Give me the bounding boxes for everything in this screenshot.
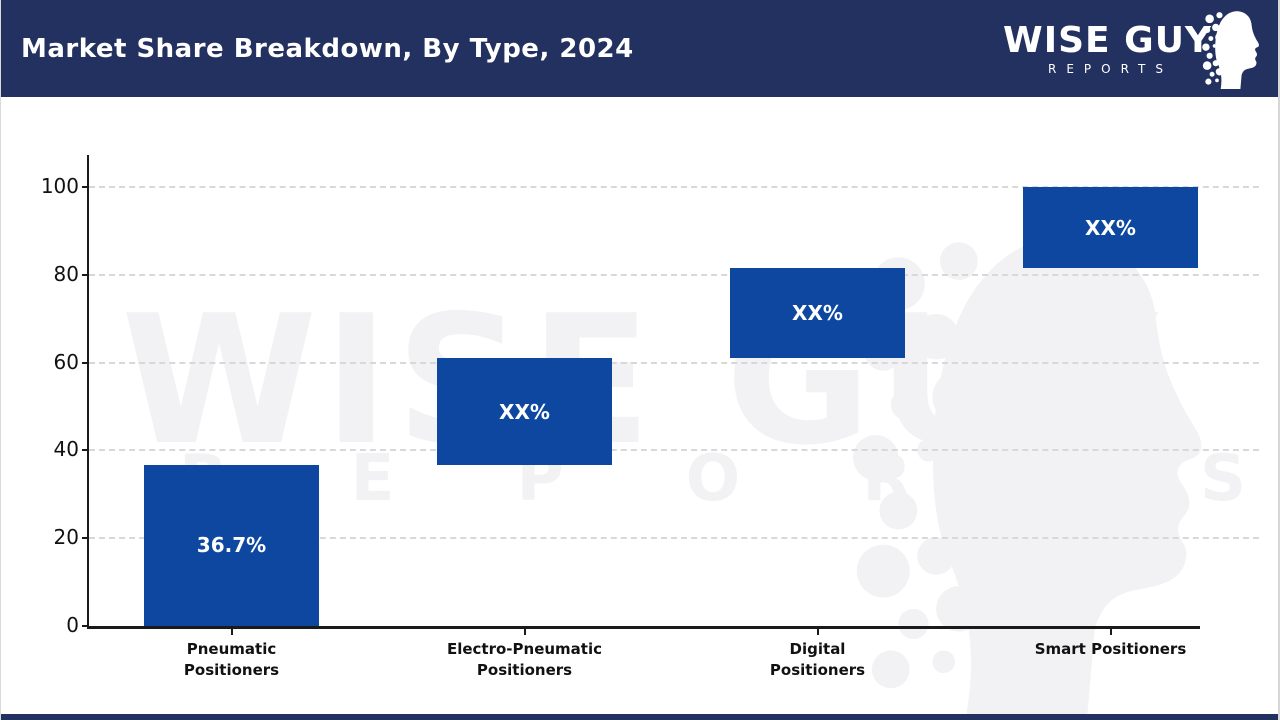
x-tick-mark [523,628,526,635]
x-category-label: Digital Positioners [708,639,928,681]
y-tick-label: 80 [53,261,79,286]
x-category-line: Digital [789,640,846,658]
brand-subname: REPORTS [1047,61,1173,76]
bar-value-label: XX% [499,399,550,424]
x-category-line: Smart Positioners [1034,640,1187,658]
gridline-20 [89,537,1259,540]
page-title: Market Share Breakdown, By Type, 2024 [21,33,634,64]
bar-value-label: XX% [1085,215,1136,240]
x-category-line: Positioners [183,661,280,679]
x-category-label: Pneumatic Positioners [122,639,342,681]
y-tick-label: 100 [40,174,79,198]
x-category-line: Positioners [476,661,573,679]
gridline-100 [89,186,1259,188]
bar-segment: XX% [730,268,905,359]
y-tick-label: 60 [53,349,79,374]
y-tick-mark [82,537,89,540]
x-tick-mark [230,628,233,635]
x-category-line: Positioners [769,661,866,679]
dotted-head-icon [1202,10,1259,89]
x-tick-mark [816,628,819,635]
x-category-line: Electro-Pneumatic [446,640,603,658]
x-axis [87,626,1200,629]
y-axis [87,155,89,628]
x-tick-mark [1109,628,1112,635]
footer-bar [1,714,1278,720]
x-category-line: Pneumatic [186,640,277,658]
bar-segment: XX% [437,358,612,465]
gridline-40 [89,449,1259,452]
gridline-80 [89,273,1259,276]
chart-canvas: WISE GUY R E P O R T S 0 20 40 60 80 100 36.7%… [1,97,1279,715]
y-tick-mark [82,273,89,276]
header-bar: Market Share Breakdown, By Type, 2024 WI… [1,0,1278,97]
y-tick-mark [82,361,89,364]
bar-segment: XX% [1023,187,1198,269]
brand-logo: WISE GUY REPORTS [1003,9,1264,89]
bar-value-label: XX% [792,301,843,326]
brand-name: WISE GUY [1002,19,1212,61]
y-tick-mark [82,186,89,188]
y-tick-mark [82,449,89,452]
y-tick-mark [82,625,89,627]
bar-segment: 36.7% [144,464,319,626]
x-category-label: Smart Positioners [1001,639,1221,660]
x-category-label: Electro-Pneumatic Positioners [415,639,635,681]
y-tick-label: 40 [53,437,79,462]
gridline-60 [89,361,1259,364]
y-tick-label: 20 [53,525,79,550]
brand-wordmark: WISE GUY REPORTS [1002,19,1212,76]
bar-value-label: 36.7% [196,533,267,558]
y-tick-label: 0 [66,613,79,637]
